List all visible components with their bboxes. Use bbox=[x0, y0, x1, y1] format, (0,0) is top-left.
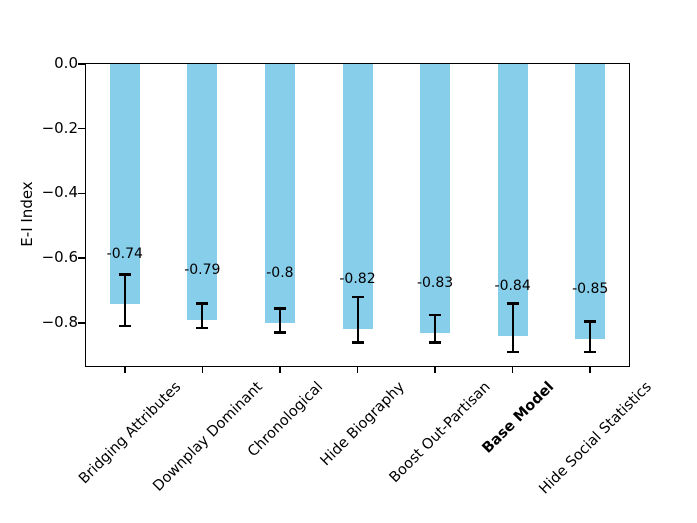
y-tick-label: −0.6 bbox=[41, 248, 78, 267]
y-axis-label: E-I Index bbox=[18, 181, 36, 247]
x-tick bbox=[201, 366, 204, 373]
errorbar-line bbox=[589, 321, 592, 353]
bar-boost-out-partisan bbox=[420, 64, 451, 333]
errorbar-cap-top bbox=[351, 295, 364, 299]
x-tick-label-hide-biography: Hide Biography bbox=[317, 379, 409, 470]
errorbar-cap-top bbox=[118, 273, 131, 276]
x-tick bbox=[356, 366, 359, 373]
errorbar-cap-top bbox=[273, 307, 286, 310]
y-tick-label: −0.2 bbox=[41, 118, 78, 137]
bar-hide-social-statistics bbox=[575, 64, 606, 340]
bar-hide-biography bbox=[342, 64, 373, 330]
errorbar-line bbox=[356, 297, 359, 343]
bar-bridging-attributes bbox=[109, 64, 140, 304]
x-tick bbox=[434, 366, 436, 373]
errorbar-line bbox=[201, 303, 204, 328]
bar-value-label: -0.82 bbox=[339, 271, 376, 288]
errorbar-cap-bottom bbox=[351, 341, 364, 344]
bar-value-label: -0.84 bbox=[494, 277, 531, 294]
x-tick bbox=[124, 366, 126, 373]
errorbar-cap-top bbox=[429, 313, 442, 317]
errorbar-cap-bottom bbox=[118, 324, 131, 328]
x-tick bbox=[279, 366, 281, 373]
bar-downplay-dominant bbox=[187, 64, 218, 320]
errorbar-line bbox=[123, 274, 126, 327]
y-tick bbox=[78, 192, 85, 195]
x-tick bbox=[589, 366, 591, 373]
y-tick bbox=[78, 127, 85, 130]
x-tick bbox=[511, 366, 514, 373]
errorbar-cap-bottom bbox=[429, 341, 442, 344]
errorbar-cap-top bbox=[196, 302, 209, 305]
x-tick-label-hide-social-statistics: Hide Social Statistics bbox=[536, 379, 656, 498]
errorbar-cap-bottom bbox=[273, 331, 286, 334]
y-tick-label: 0.0 bbox=[54, 54, 78, 72]
bar-base-model bbox=[497, 64, 528, 336]
y-tick bbox=[78, 257, 85, 259]
bar-value-label: -0.85 bbox=[572, 281, 609, 298]
errorbar-cap-bottom bbox=[196, 326, 209, 330]
y-tick-label: −0.4 bbox=[41, 183, 78, 202]
y-tick bbox=[78, 322, 85, 324]
bar-chronological bbox=[264, 64, 295, 323]
y-tick-label: −0.8 bbox=[41, 312, 78, 331]
errorbar-line bbox=[278, 308, 281, 333]
y-tick bbox=[78, 63, 85, 65]
bar-value-label: -0.74 bbox=[106, 245, 143, 262]
plot-area: -0.74 -0.79 -0.8 -0.82 -0.83 -0.84 -0.85 bbox=[78, 63, 630, 373]
errorbar-line bbox=[511, 303, 514, 353]
errorbar-line bbox=[434, 314, 437, 343]
errorbar-cap-top bbox=[584, 320, 597, 323]
errorbar-cap-bottom bbox=[584, 350, 597, 354]
errorbar-cap-top bbox=[506, 302, 519, 305]
bar-value-label: -0.8 bbox=[266, 264, 294, 281]
errorbar-cap-bottom bbox=[506, 350, 519, 354]
bar-value-label: -0.83 bbox=[416, 274, 454, 291]
bar-value-label: -0.79 bbox=[184, 261, 221, 278]
